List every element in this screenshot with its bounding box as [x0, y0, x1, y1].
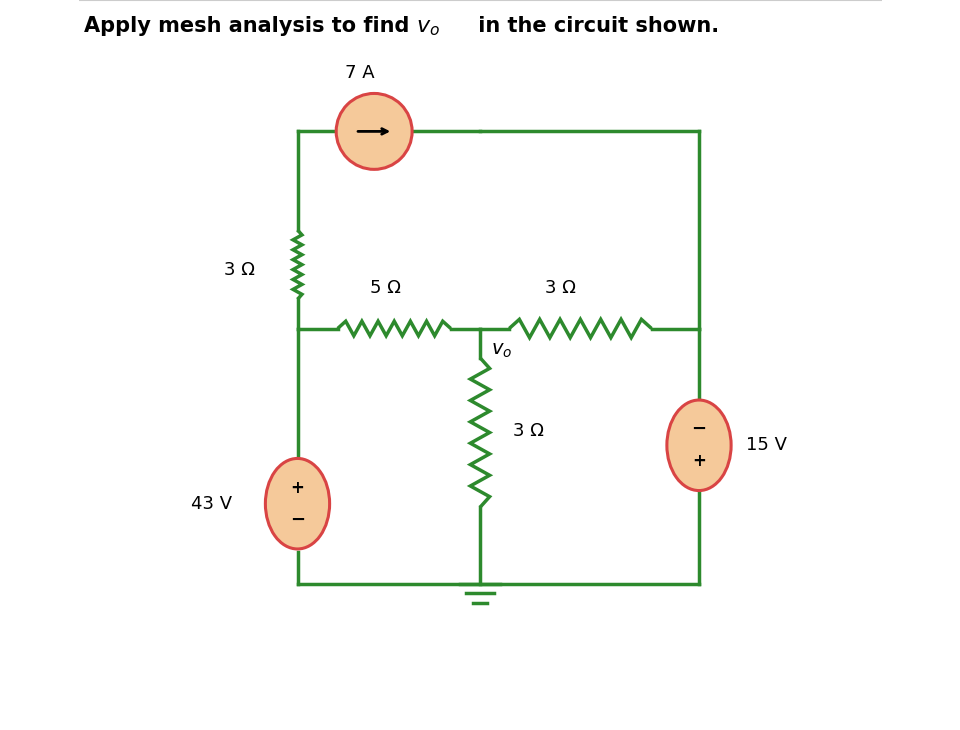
- Text: 3 Ω: 3 Ω: [224, 261, 254, 279]
- Text: 43 V: 43 V: [191, 495, 231, 512]
- Text: 3 Ω: 3 Ω: [513, 422, 543, 439]
- Text: Apply mesh analysis to find: Apply mesh analysis to find: [84, 15, 417, 36]
- Text: 7 A: 7 A: [345, 64, 374, 82]
- Text: +: +: [692, 453, 706, 470]
- Text: $v_o$: $v_o$: [491, 341, 513, 360]
- Text: in the circuit shown.: in the circuit shown.: [471, 15, 719, 36]
- Text: 5 Ω: 5 Ω: [370, 280, 400, 297]
- Ellipse shape: [667, 400, 732, 491]
- Text: 15 V: 15 V: [747, 437, 787, 454]
- Circle shape: [336, 93, 412, 169]
- Text: $v_{o}$: $v_{o}$: [416, 18, 440, 38]
- Text: 3 Ω: 3 Ω: [545, 280, 576, 297]
- Text: +: +: [291, 479, 304, 496]
- Text: −: −: [290, 511, 305, 529]
- Ellipse shape: [265, 458, 329, 549]
- Text: −: −: [691, 420, 707, 438]
